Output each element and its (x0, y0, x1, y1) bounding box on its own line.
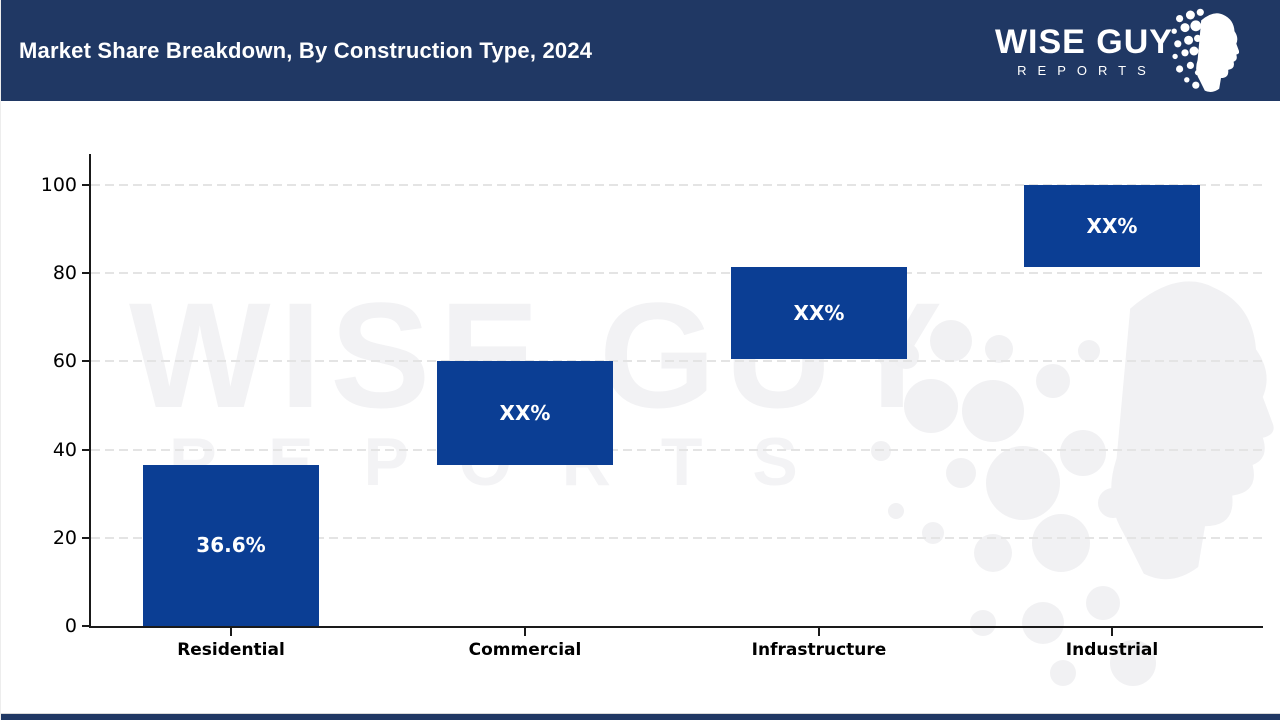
chart-canvas: WISE GUY REPORTS 02040608010036.6%Reside… (1, 101, 1280, 714)
gridline (91, 360, 1263, 363)
x-axis-category-label: Commercial (468, 640, 582, 660)
x-axis-line (89, 626, 1263, 628)
bar-value-label: XX% (793, 301, 845, 326)
header-bar: Market Share Breakdown, By Construction … (1, 0, 1280, 101)
x-axis-tick (818, 628, 820, 636)
logo-wordmark: WISE GUY (994, 22, 1173, 61)
y-axis-tick (82, 184, 89, 186)
gridline (91, 184, 1263, 186)
gridline (91, 448, 1263, 451)
bar (437, 360, 613, 465)
x-axis-category-label: Industrial (1065, 640, 1159, 660)
x-axis-tick (1111, 628, 1113, 636)
bar-value-label: 36.6% (196, 533, 266, 558)
y-axis-tick-label: 40 (52, 438, 77, 461)
y-axis-tick-label: 80 (52, 262, 77, 285)
x-axis-category-label: Residential (177, 640, 285, 660)
x-axis-tick (230, 628, 232, 636)
y-axis-tick (82, 536, 89, 539)
y-axis-tick (82, 360, 89, 363)
brand-logo: WISE GUY REPORTS (995, 6, 1239, 96)
y-axis-line (89, 154, 91, 628)
y-axis-tick-label: 20 (52, 526, 77, 549)
y-axis-tick (82, 272, 89, 275)
gridline (91, 536, 1263, 539)
bar (731, 267, 907, 360)
logo-face-icon (1171, 8, 1239, 92)
x-axis-category-label: Infrastructure (751, 640, 887, 660)
y-axis-tick-label: 0 (64, 615, 77, 637)
bar-value-label: XX% (499, 400, 551, 425)
bar (143, 464, 319, 626)
footer-bar (1, 714, 1280, 720)
y-axis-tick-label: 100 (40, 174, 77, 196)
bar-value-label: XX% (1086, 214, 1138, 238)
bottom-divider (1, 713, 1280, 714)
x-axis-tick (524, 628, 526, 636)
y-axis-tick-label: 60 (52, 350, 77, 373)
y-axis-tick (82, 625, 89, 627)
watermark-dots-icon (871, 281, 1274, 686)
logo-subtext: REPORTS (1017, 62, 1157, 78)
logo-text: WISE GUY REPORTS (995, 25, 1173, 77)
gridline (91, 272, 1263, 275)
y-axis-tick (82, 448, 89, 451)
bar (1024, 185, 1200, 268)
page-title: Market Share Breakdown, By Construction … (19, 37, 593, 63)
